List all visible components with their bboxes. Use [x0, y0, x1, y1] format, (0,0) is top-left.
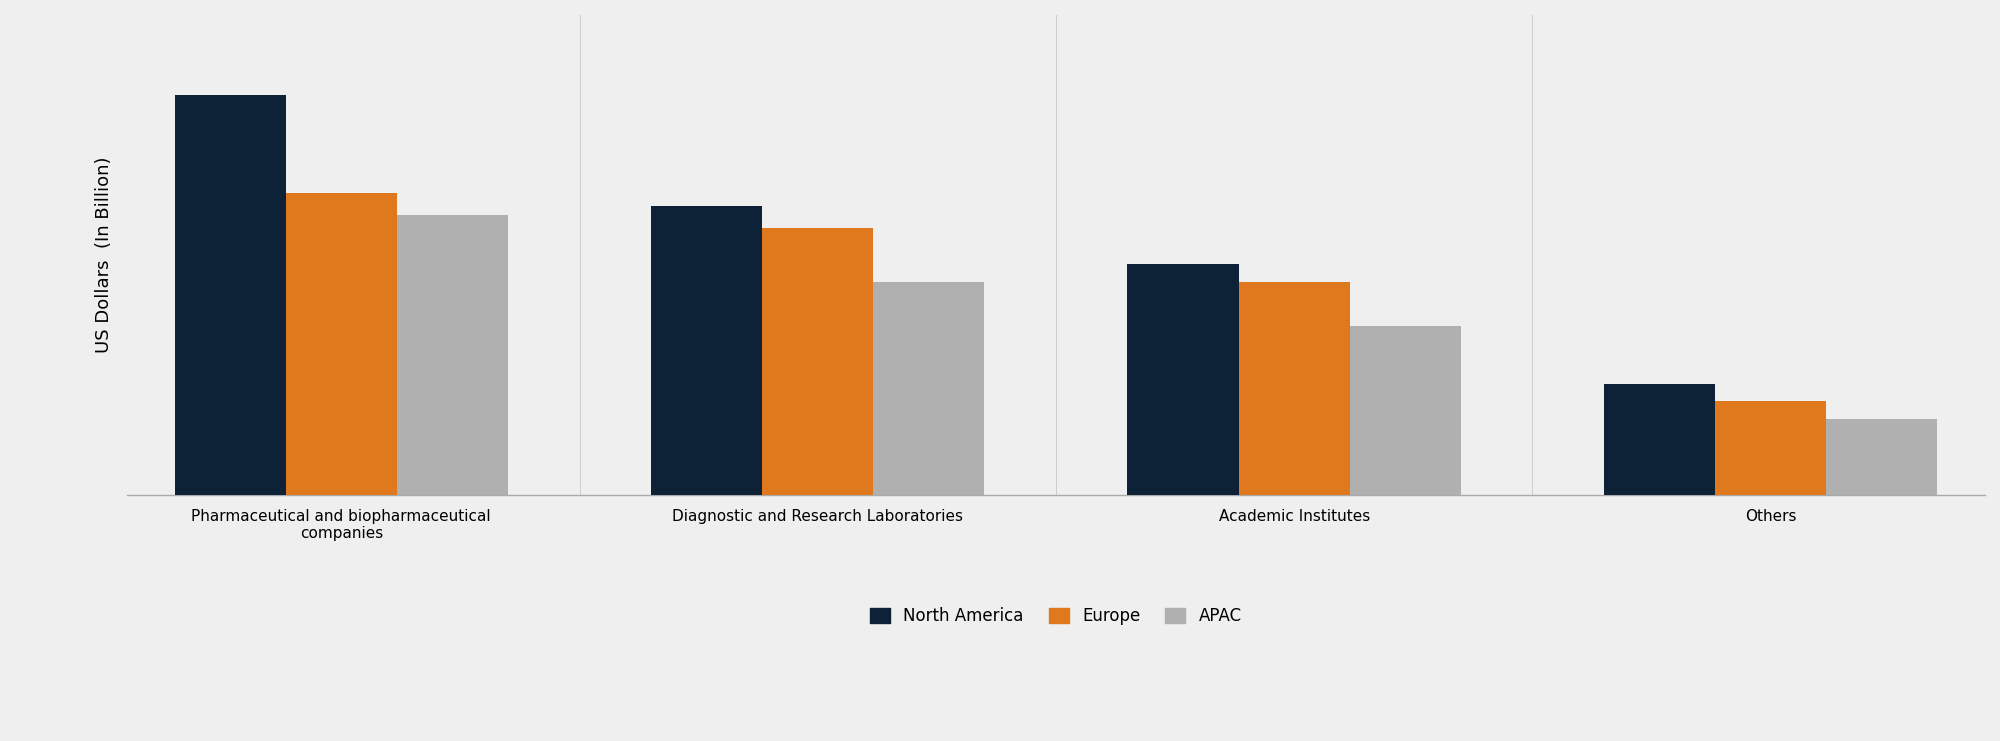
- Bar: [1128, 264, 1238, 495]
- Bar: [396, 215, 508, 495]
- Bar: [1238, 282, 1350, 495]
- Bar: [1716, 402, 1826, 495]
- Y-axis label: US Dollars  (In Billion): US Dollars (In Billion): [96, 156, 112, 353]
- Bar: [762, 228, 874, 495]
- Bar: [286, 193, 396, 495]
- Bar: [1604, 384, 1716, 495]
- Legend: North America, Europe, APAC: North America, Europe, APAC: [862, 599, 1250, 634]
- Bar: [1826, 419, 1938, 495]
- Bar: [650, 206, 762, 495]
- Bar: [174, 95, 286, 495]
- Bar: [874, 282, 984, 495]
- Bar: [1350, 326, 1460, 495]
